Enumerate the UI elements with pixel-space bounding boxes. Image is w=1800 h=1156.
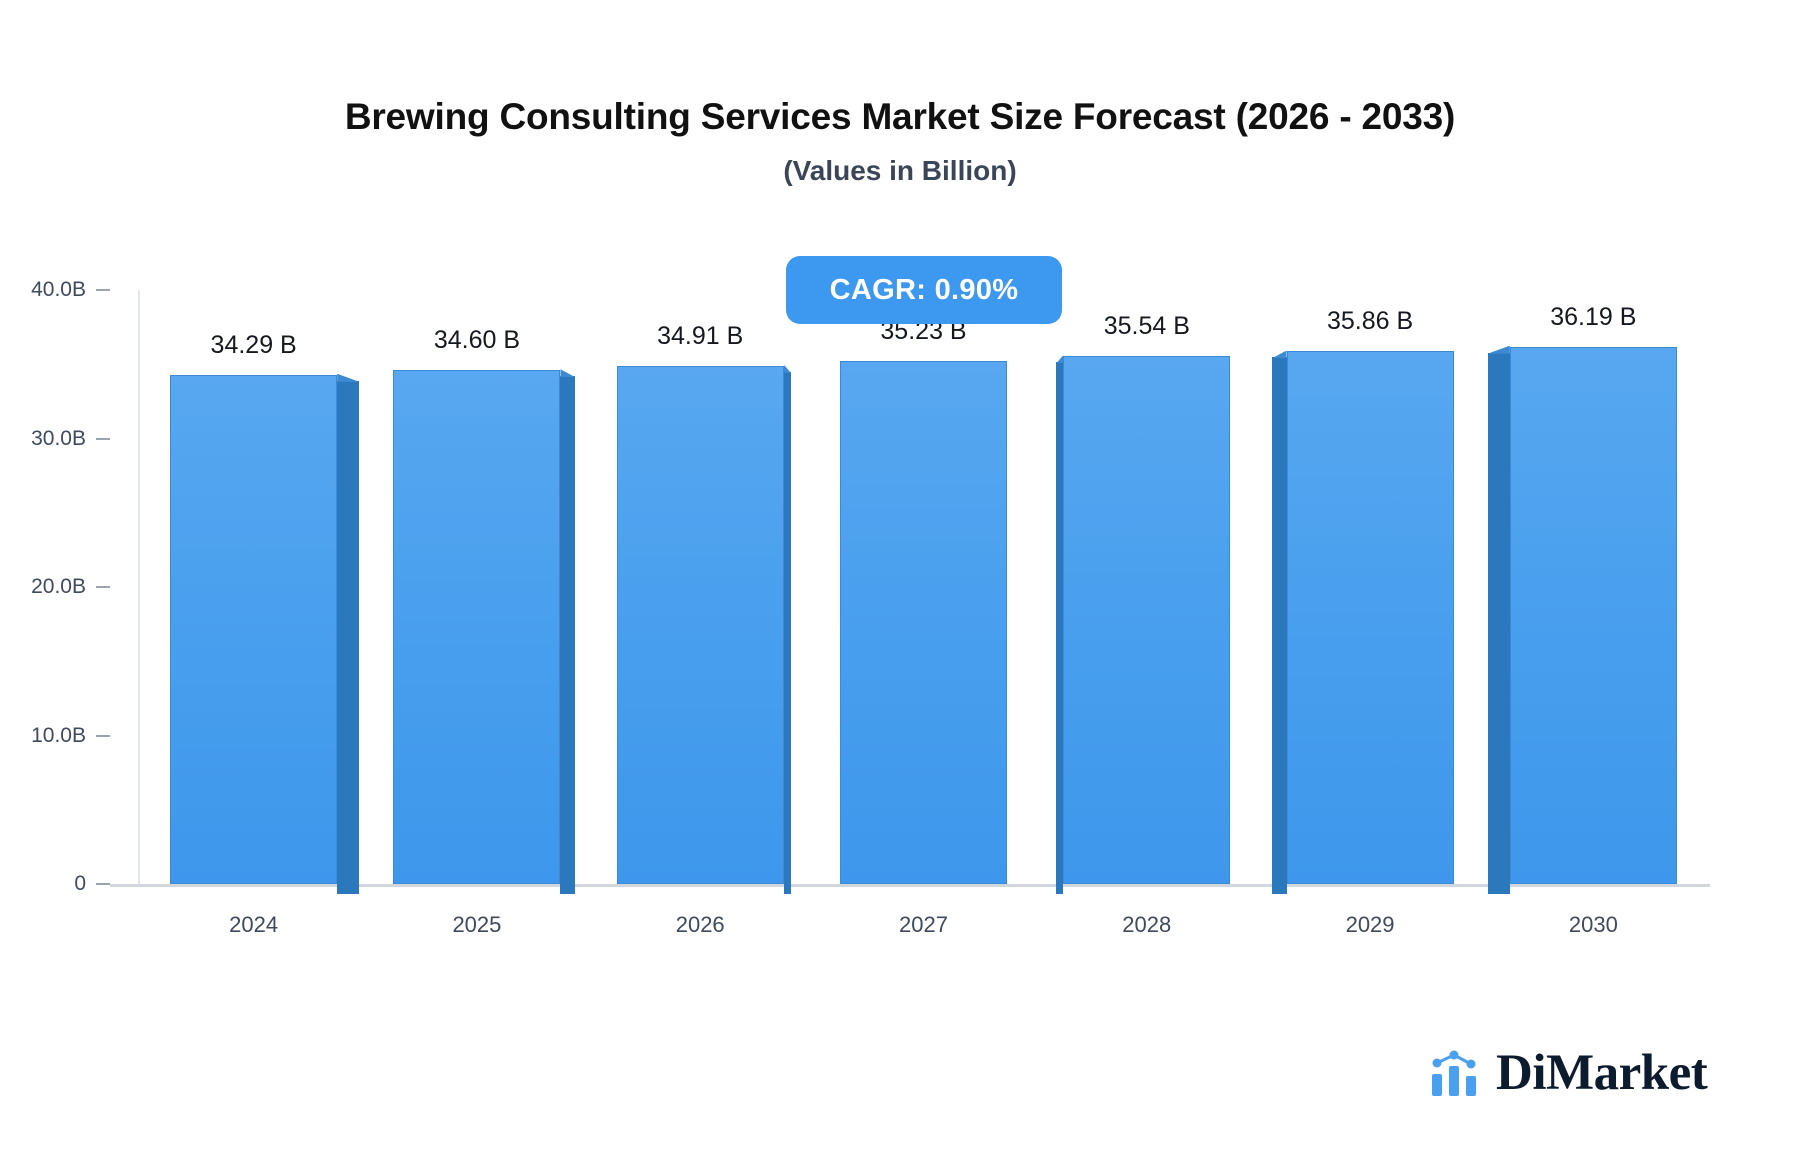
cagr-badge-label: CAGR: 0.90% (829, 273, 1019, 306)
x-axis-category-label: 2026 (675, 912, 725, 937)
y-axis-tick-label: 20.0B (31, 575, 86, 598)
bar-front-face (1063, 356, 1231, 884)
bar-top-cap (337, 373, 360, 382)
bar-front-face (1509, 346, 1677, 884)
bar-chart-icon (1430, 1050, 1482, 1098)
x-axis-category-label: 2025 (452, 912, 502, 937)
chart-title: Brewing Consulting Services Market Size … (344, 96, 1456, 137)
y-axis-line (138, 290, 140, 885)
x-axis-category-label: 2030 (1568, 912, 1618, 937)
y-axis: 0 10.0B 20.0B 30.0B 40.0B (0, 278, 110, 895)
x-axis-line (110, 884, 1710, 887)
x-axis-category-label: 2028 (1122, 912, 1172, 937)
y-axis-tick-label: 10.0B (31, 723, 86, 747)
x-axis-category-label: 2024 (229, 912, 279, 937)
bar-top-cap (1056, 355, 1064, 364)
bar-value-label: 34.60 B (433, 326, 521, 355)
y-axis-tick-label: 0 (74, 872, 86, 895)
bar-value-label: 34.91 B (657, 321, 744, 350)
bar-side-face (1056, 362, 1064, 894)
bar-top-cap (1271, 350, 1287, 359)
bar-front-face (1286, 351, 1454, 884)
bar-side-face (1487, 352, 1510, 894)
y-axis-tick: 30.0B (31, 426, 110, 450)
y-axis-tick-label: 30.0B (31, 426, 86, 450)
chart-subtitle: (Values in Billion) (783, 154, 1017, 186)
bar-top-cap (1487, 345, 1510, 354)
bar-front-face (393, 370, 561, 884)
y-axis-tick: 40.0B (31, 278, 110, 301)
x-axis-category-label: 2029 (1345, 912, 1395, 937)
bar-front-face (170, 374, 338, 884)
title-block: Brewing Consulting Services Market Size … (0, 96, 1800, 187)
bar-front-face (616, 365, 784, 884)
y-axis-tick: 0 (74, 872, 110, 895)
bar-side-face (560, 376, 576, 894)
bar-value-label: 36.19 B (1550, 302, 1637, 331)
bar-value-label: 35.86 B (1326, 307, 1414, 336)
bar-front-face (840, 360, 1007, 884)
y-axis-tick: 10.0B (31, 723, 110, 747)
y-axis-tick-label: 40.0B (31, 278, 86, 301)
bar-side-face (337, 380, 360, 894)
y-axis-tick-mark (96, 734, 110, 737)
bar-side-face (783, 371, 791, 894)
bar-value-label: 35.54 B (1103, 312, 1190, 341)
y-axis-tick: 20.0B (31, 575, 110, 598)
y-axis-tick-mark (96, 437, 110, 440)
cagr-badge: CAGR: 0.90% (786, 256, 1062, 324)
y-axis-tick-mark (96, 883, 110, 885)
bar-top-cap (560, 369, 576, 378)
y-axis-tick-mark (96, 586, 110, 588)
y-axis-tick-mark (96, 289, 110, 291)
brand-logo: DiMarket (1430, 1045, 1708, 1101)
x-axis-category-label: 2027 (899, 912, 948, 937)
bar-top-cap (783, 364, 791, 373)
bar-side-face (1271, 357, 1287, 894)
bar-value-label: 34.29 B (210, 330, 297, 359)
brand-name: DiMarket (1496, 1045, 1708, 1101)
